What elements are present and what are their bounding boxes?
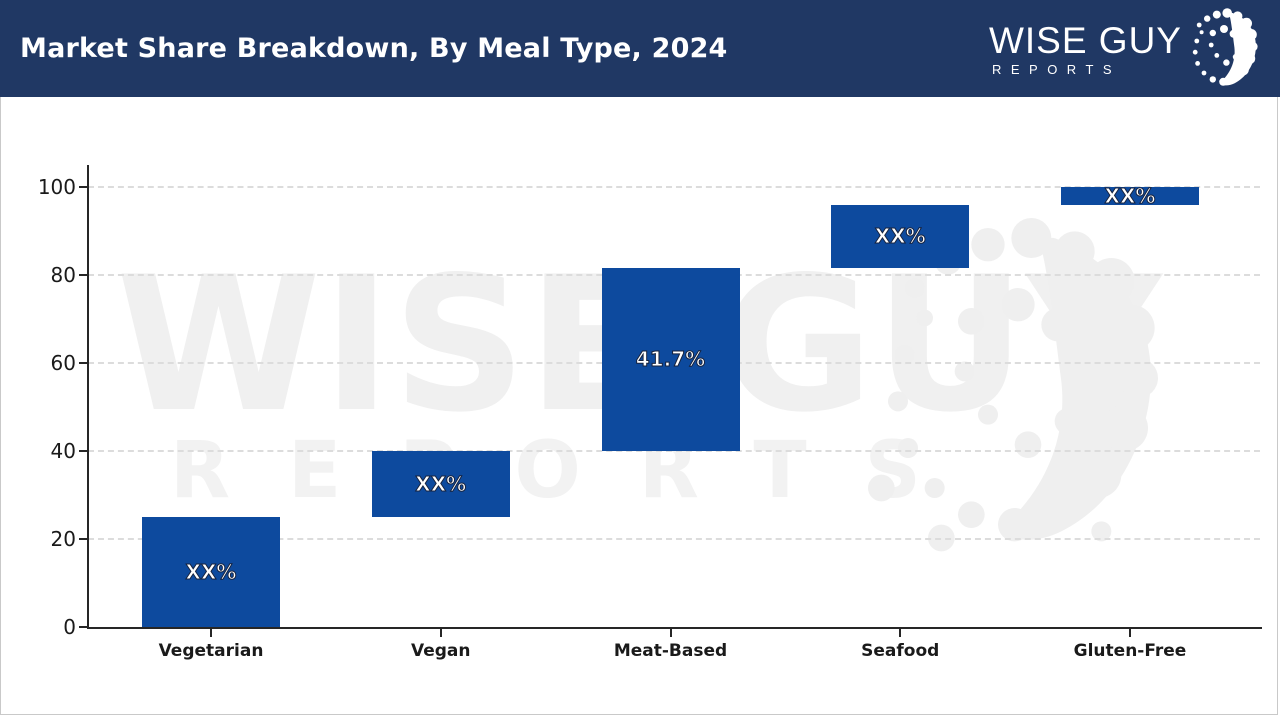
bar-vegetarian: XX% bbox=[142, 517, 280, 627]
y-tick-mark bbox=[79, 538, 88, 540]
x-tick-label: Meat-Based bbox=[613, 641, 728, 661]
face-profile-logo-icon bbox=[1192, 7, 1258, 86]
bar-meat-based: 41.7% bbox=[601, 267, 740, 451]
y-tick-mark bbox=[79, 626, 88, 628]
watermark-face-dots bbox=[868, 218, 1158, 552]
header-bar: Market Share Breakdown, By Meal Type, 20… bbox=[0, 0, 1280, 97]
bar-value-label: XX% bbox=[185, 560, 237, 585]
bar-seafood: XX% bbox=[831, 204, 970, 268]
y-tick-mark bbox=[79, 274, 88, 276]
x-tick-label: Vegan bbox=[411, 641, 471, 661]
page-title: Market Share Breakdown, By Meal Type, 20… bbox=[20, 33, 728, 64]
y-tick-label: 40 bbox=[50, 439, 76, 463]
y-tick-mark bbox=[79, 362, 88, 364]
y-tick-label: 20 bbox=[50, 527, 76, 551]
y-tick-mark bbox=[79, 450, 88, 452]
gridline bbox=[88, 538, 1260, 540]
bar-value-label: XX% bbox=[415, 472, 467, 497]
bar-gluten-free: XX% bbox=[1061, 183, 1199, 208]
x-tick-label: Seafood bbox=[861, 641, 940, 661]
logo-subtitle: REPORTS bbox=[991, 61, 1122, 77]
y-tick-label: 60 bbox=[50, 351, 76, 375]
x-tick-label: Vegetarian bbox=[158, 641, 264, 661]
wise-guy-logo: WISE GUY REPORTS bbox=[989, 6, 1260, 92]
y-tick-mark bbox=[79, 186, 88, 188]
x-tick-mark bbox=[1129, 629, 1131, 637]
x-tick-mark bbox=[669, 629, 672, 637]
x-tick-label: Gluten-Free bbox=[1073, 641, 1187, 661]
bar-vegan: XX% bbox=[371, 451, 510, 517]
logo-text: WISE GUY REPORTS bbox=[989, 22, 1182, 76]
gridline bbox=[88, 186, 1260, 188]
bar-value-label: 41.7% bbox=[635, 347, 706, 372]
x-axis-line bbox=[87, 627, 1262, 629]
x-tick-mark bbox=[439, 629, 442, 637]
bar-value-label: XX% bbox=[1104, 183, 1156, 208]
gridline bbox=[88, 450, 1260, 452]
y-tick-label: 0 bbox=[63, 615, 76, 639]
x-tick-mark bbox=[210, 629, 212, 637]
x-tick-mark bbox=[899, 629, 902, 637]
y-tick-label: 100 bbox=[37, 175, 76, 199]
y-tick-label: 80 bbox=[50, 263, 76, 287]
watermark-reports: REPORTS bbox=[170, 426, 979, 516]
bar-value-label: XX% bbox=[874, 224, 926, 249]
logo-name: WISE GUY bbox=[988, 19, 1182, 61]
y-axis-line bbox=[87, 165, 89, 629]
